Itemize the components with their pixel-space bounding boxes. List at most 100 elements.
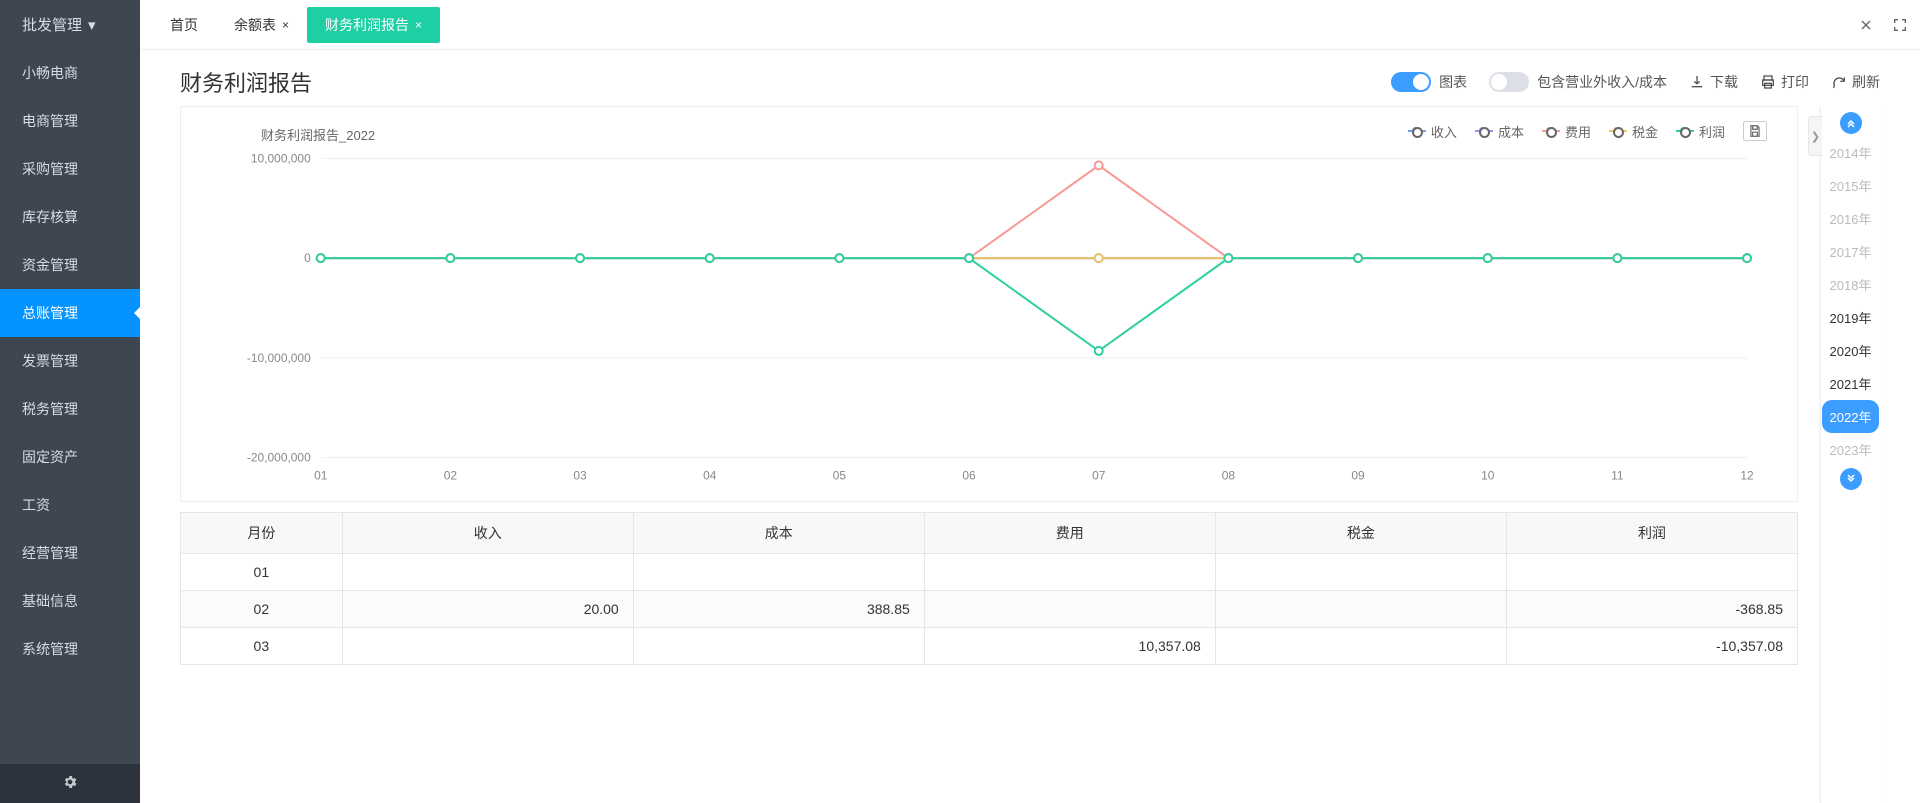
fullscreen-button[interactable] [1892, 17, 1908, 33]
download-button[interactable]: 下载 [1689, 72, 1738, 92]
series-point [1224, 254, 1232, 262]
close-all-tabs-button[interactable] [1858, 17, 1874, 33]
table-cell [633, 628, 924, 665]
legend-marker-icon [1676, 130, 1694, 132]
year-rail-collapse[interactable]: ❯ [1808, 116, 1822, 156]
tab-label: 首页 [170, 15, 198, 35]
legend-marker-icon [1609, 130, 1627, 132]
year-item-2016年: 2016年 [1822, 202, 1880, 235]
tab-1[interactable]: 余额表 × [216, 7, 307, 43]
year-scroll-up[interactable] [1840, 112, 1862, 134]
table-cell [633, 554, 924, 591]
tab-2[interactable]: 财务利润报告× [307, 7, 440, 43]
chart-legend: 收入成本 费用税金利润 [1408, 121, 1767, 141]
sidebar-item-4[interactable]: 资金管理 [0, 241, 140, 289]
sidebar-item-6[interactable]: 发票管理 [0, 337, 140, 385]
table-cell: 10,357.08 [924, 628, 1215, 665]
legend-label: 收入 [1431, 122, 1457, 141]
sidebar: 批发管理 ▾ 小畅电商电商管理采购管理库存核算资金管理总账管理发票管理税务管理固… [0, 0, 140, 803]
table-cell [924, 554, 1215, 591]
content-scroll[interactable]: 财务利润报告_2022 收入成本费用税金利润 10,000,0000-10,00… [180, 106, 1810, 803]
sidebar-item-9[interactable]: 工资 [0, 481, 140, 529]
print-icon [1760, 74, 1776, 90]
year-item-2019年[interactable]: 2019年 [1822, 301, 1880, 334]
table-header-5: 利润 [1506, 513, 1797, 554]
table-row: 0310,357.08-10,357.08 [181, 628, 1798, 665]
refresh-button[interactable]: 刷新 [1831, 72, 1880, 92]
table-cell: 02 [181, 591, 343, 628]
toggle-include-extra[interactable] [1489, 72, 1529, 92]
content-wrap: 财务利润报告_2022 收入成本费用税金利润 10,000,0000-10,00… [140, 106, 1920, 803]
series-point [1484, 254, 1492, 262]
year-scroll-down[interactable] [1840, 468, 1862, 490]
main-area: 首页余额表×财务利润报告× 财务利润报告 图表 包含营业外收入/成本 [140, 0, 1920, 803]
series-line-费用 [321, 165, 1747, 258]
x-tick-label: 02 [444, 469, 458, 483]
print-label: 打印 [1781, 72, 1809, 92]
x-tick-label: 03 [573, 469, 587, 483]
series-point [706, 254, 714, 262]
toggle-chart-label: 图表 [1439, 72, 1467, 92]
sidebar-item-0[interactable]: 小畅电商 [0, 49, 140, 97]
year-item-2020年[interactable]: 2020年 [1822, 334, 1880, 367]
chart-canvas: 10,000,0000-10,000,000-20,000,0000102030… [211, 148, 1767, 488]
year-item-2021年[interactable]: 2021年 [1822, 367, 1880, 400]
table-header-1: 收入 [342, 513, 633, 554]
gear-icon [62, 778, 78, 793]
sidebar-item-7[interactable]: 税务管理 [0, 385, 140, 433]
table-cell [342, 628, 633, 665]
header-actions: 图表 包含营业外收入/成本 下载 打印 刷新 [1391, 72, 1880, 92]
refresh-icon [1831, 74, 1847, 90]
table-row: 0220.00388.85-368.85 [181, 591, 1798, 628]
x-tick-label: 10 [1481, 469, 1495, 483]
sidebar-item-11[interactable]: 基础信息 [0, 577, 140, 625]
legend-item-利润[interactable]: 利润 [1676, 122, 1725, 141]
tab-0[interactable]: 首页 [152, 7, 216, 43]
legend-item-收入[interactable]: 收入 [1408, 122, 1457, 141]
tab-close-icon[interactable]: × [282, 18, 289, 32]
legend-marker-icon [1542, 130, 1560, 132]
sidebar-item-12[interactable]: 系统管理 [0, 625, 140, 673]
legend-label: 费用 [1565, 122, 1591, 141]
y-tick-label: 0 [304, 251, 311, 265]
year-item-2015年: 2015年 [1822, 169, 1880, 202]
table-cell: -368.85 [1506, 591, 1797, 628]
x-tick-label: 11 [1611, 469, 1624, 483]
sidebar-item-3[interactable]: 库存核算 [0, 193, 140, 241]
table-cell: 03 [181, 628, 343, 665]
sidebar-item-2[interactable]: 采购管理 [0, 145, 140, 193]
y-tick-label: 10,000,000 [251, 151, 311, 165]
legend-item-成本[interactable]: 成本 [1475, 122, 1524, 141]
table-row: 01 [181, 554, 1798, 591]
toggle-chart[interactable] [1391, 72, 1431, 92]
print-button[interactable]: 打印 [1760, 72, 1809, 92]
tab-bar: 首页余额表×财务利润报告× [140, 0, 1920, 50]
x-tick-label: 05 [833, 469, 847, 483]
tab-close-icon[interactable]: × [415, 18, 422, 32]
legend-item-费用[interactable]: 费用 [1542, 122, 1591, 141]
table-cell [1506, 554, 1797, 591]
series-point [835, 254, 843, 262]
table-cell: 20.00 [342, 591, 633, 628]
year-item-2022年[interactable]: 2022年 [1822, 400, 1880, 433]
sidebar-category-dropdown[interactable]: 批发管理 ▾ [0, 0, 140, 49]
series-point [965, 254, 973, 262]
legend-marker-icon [1408, 130, 1426, 132]
table-cell [1215, 591, 1506, 628]
legend-item-税金[interactable]: 税金 [1609, 122, 1658, 141]
year-item-2017年: 2017年 [1822, 235, 1880, 268]
page-title: 财务利润报告 [180, 66, 312, 98]
chart-save-button[interactable] [1743, 121, 1767, 141]
sidebar-item-5[interactable]: 总账管理 [0, 289, 140, 337]
toggle-extra-label: 包含营业外收入/成本 [1537, 72, 1667, 92]
x-tick-label: 04 [703, 469, 717, 483]
toggle-extra-wrap: 包含营业外收入/成本 [1489, 72, 1667, 92]
sidebar-settings[interactable] [0, 764, 140, 803]
series-point [1743, 254, 1751, 262]
tab-label: 余额表 [234, 15, 276, 35]
sidebar-item-8[interactable]: 固定资产 [0, 433, 140, 481]
series-point [446, 254, 454, 262]
series-point [1354, 254, 1362, 262]
sidebar-item-10[interactable]: 经营管理 [0, 529, 140, 577]
sidebar-item-1[interactable]: 电商管理 [0, 97, 140, 145]
